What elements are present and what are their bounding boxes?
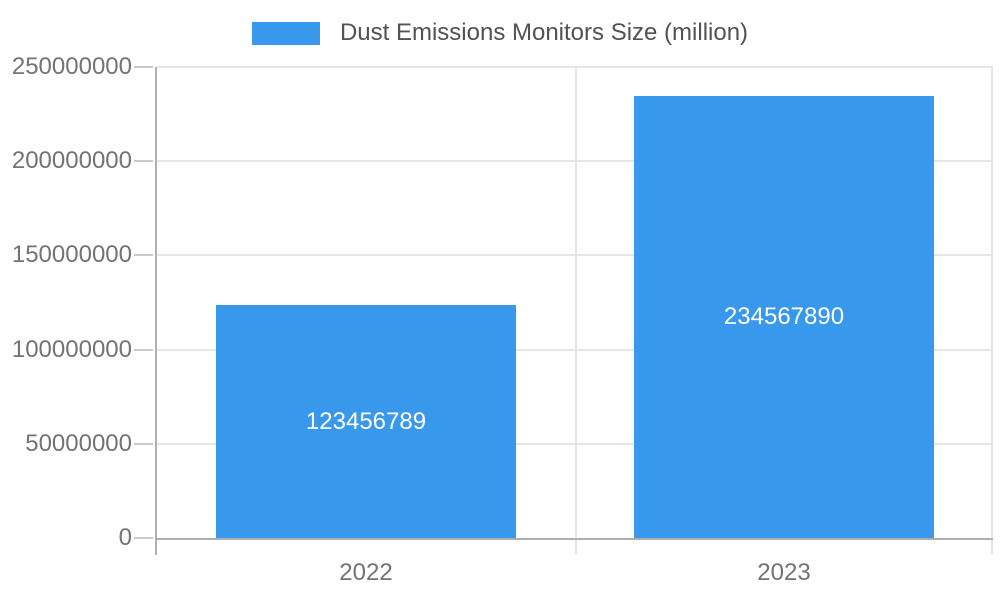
- y-axis-tick-label: 50000000: [25, 429, 132, 457]
- plot-area: 123456789 234567890: [155, 66, 993, 540]
- y-tick-mark: [134, 348, 153, 351]
- bar-value-label: 234567890: [723, 303, 845, 330]
- legend-item[interactable]: Dust Emissions Monitors Size (million): [251, 19, 749, 47]
- legend-label: Dust Emissions Monitors Size (million): [339, 19, 749, 46]
- x-axis-tick-label: 2023: [757, 559, 811, 586]
- y-tick-mark: [134, 66, 153, 68]
- x-tick-mark: [575, 540, 577, 555]
- bar-2023[interactable]: 234567890: [634, 96, 934, 538]
- bar-value-label: 123456789: [305, 407, 427, 435]
- y-axis-tick-label: 150000000: [11, 241, 132, 269]
- gridline-vertical: [575, 67, 577, 538]
- x-tick-mark: [155, 540, 157, 555]
- x-tick-mark: [991, 540, 993, 555]
- y-axis-tick-label: 250000000: [11, 53, 132, 80]
- y-tick-mark: [134, 442, 153, 445]
- y-axis-tick-label: 0: [118, 524, 132, 551]
- y-tick-mark: [134, 254, 153, 257]
- legend-swatch: [251, 21, 320, 45]
- y-tick-mark: [134, 160, 153, 163]
- y-axis-tick-label: 200000000: [11, 147, 132, 175]
- x-axis-tick-label: 2022: [339, 559, 393, 586]
- y-tick-mark: [134, 537, 153, 539]
- y-axis-tick-label: 100000000: [11, 335, 132, 363]
- gridline-vertical: [991, 67, 993, 538]
- bar-2022[interactable]: 123456789: [216, 305, 516, 538]
- legend: Dust Emissions Monitors Size (million): [0, 19, 1000, 47]
